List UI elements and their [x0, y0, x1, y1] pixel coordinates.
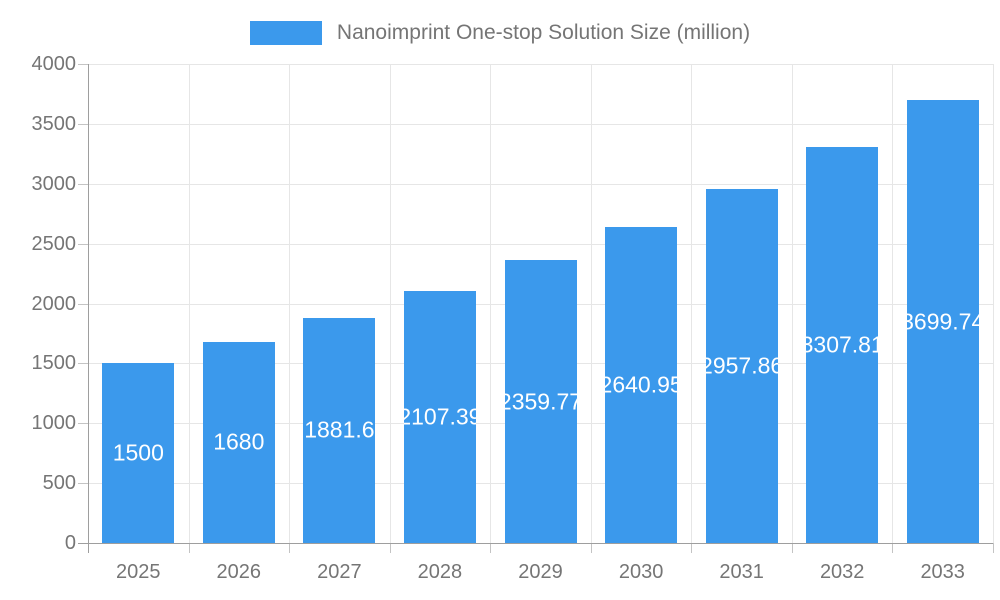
gridline-horizontal: [88, 64, 993, 65]
x-tick-mark: [792, 543, 793, 553]
bar-value-label: 3699.74: [906, 308, 979, 334]
bar: 2957.86: [705, 188, 778, 543]
y-tick-mark: [78, 64, 88, 65]
x-tick-label: 2032: [819, 561, 865, 583]
y-tick-label: 3500: [31, 113, 77, 135]
y-tick-label: 4000: [31, 53, 77, 75]
x-axis-line: [78, 543, 993, 544]
gridline-vertical: [892, 64, 893, 543]
gridline-horizontal: [88, 244, 993, 245]
y-tick-label: 1500: [31, 352, 77, 374]
x-tick-label: 2028: [417, 561, 463, 583]
y-tick-label: 2500: [31, 233, 77, 255]
x-tick-mark: [591, 543, 592, 553]
legend-label: Nanoimprint One-stop Solution Size (mill…: [336, 21, 751, 44]
y-tick-label: 500: [42, 472, 76, 494]
x-tick-label: 2031: [719, 561, 764, 583]
y-tick-label: 1000: [31, 412, 77, 434]
gridline-vertical: [490, 64, 491, 543]
bar: 3699.74: [906, 100, 979, 543]
x-tick-mark: [691, 543, 692, 553]
x-tick-label: 2033: [920, 561, 965, 583]
x-tick-mark: [390, 543, 391, 553]
gridline-horizontal: [88, 124, 993, 125]
x-tick-mark: [993, 543, 994, 553]
y-tick-mark: [78, 244, 88, 245]
gridline-vertical: [289, 64, 290, 543]
y-tick-mark: [78, 124, 88, 125]
x-tick-label: 2025: [116, 561, 161, 583]
x-tick-mark: [892, 543, 893, 553]
bar: 2107.39: [403, 290, 476, 543]
bar: 2640.95: [605, 226, 678, 543]
y-tick-label: 3000: [31, 173, 77, 195]
bar-value-label: 1881.6: [304, 416, 375, 443]
gridline-vertical: [390, 64, 391, 543]
x-tick-label: 2029: [518, 561, 563, 583]
y-tick-mark: [78, 483, 88, 484]
gridline-vertical: [691, 64, 692, 543]
y-tick-label: 2000: [31, 293, 77, 315]
gridline-vertical: [189, 64, 190, 543]
legend-swatch: [249, 21, 322, 45]
x-tick-mark: [189, 543, 190, 553]
bar: 3307.81: [806, 146, 879, 543]
x-tick-label: 2030: [618, 561, 664, 583]
bar: 1680: [202, 341, 275, 543]
y-tick-mark: [78, 423, 88, 424]
chart-legend[interactable]: Nanoimprint One-stop Solution Size (mill…: [0, 21, 1000, 45]
bar-value-label: 2359.77: [504, 388, 577, 415]
y-axis-line: [88, 64, 89, 553]
bar: 1500: [102, 363, 175, 543]
gridline-vertical: [993, 64, 994, 543]
bar-value-label: 2957.86: [705, 352, 778, 379]
bar-value-label: 1500: [112, 439, 164, 466]
x-tick-mark: [289, 543, 290, 553]
gridline-vertical: [792, 64, 793, 543]
y-tick-label: 0: [64, 532, 76, 554]
bar-value-label: 2107.39: [403, 403, 476, 430]
x-tick-label: 2026: [216, 561, 262, 583]
y-tick-mark: [78, 304, 88, 305]
bar-value-label: 3307.81: [806, 331, 879, 358]
bar-value-label: 2640.95: [605, 371, 678, 398]
gridline-vertical: [591, 64, 592, 543]
x-tick-label: 2027: [317, 561, 362, 583]
x-tick-mark: [490, 543, 491, 553]
gridline-horizontal: [88, 184, 993, 185]
y-tick-mark: [78, 184, 88, 185]
bar: 2359.77: [504, 260, 577, 543]
bar-value-label: 1680: [213, 428, 265, 455]
bar: 1881.6: [303, 317, 376, 543]
y-tick-mark: [78, 363, 88, 364]
